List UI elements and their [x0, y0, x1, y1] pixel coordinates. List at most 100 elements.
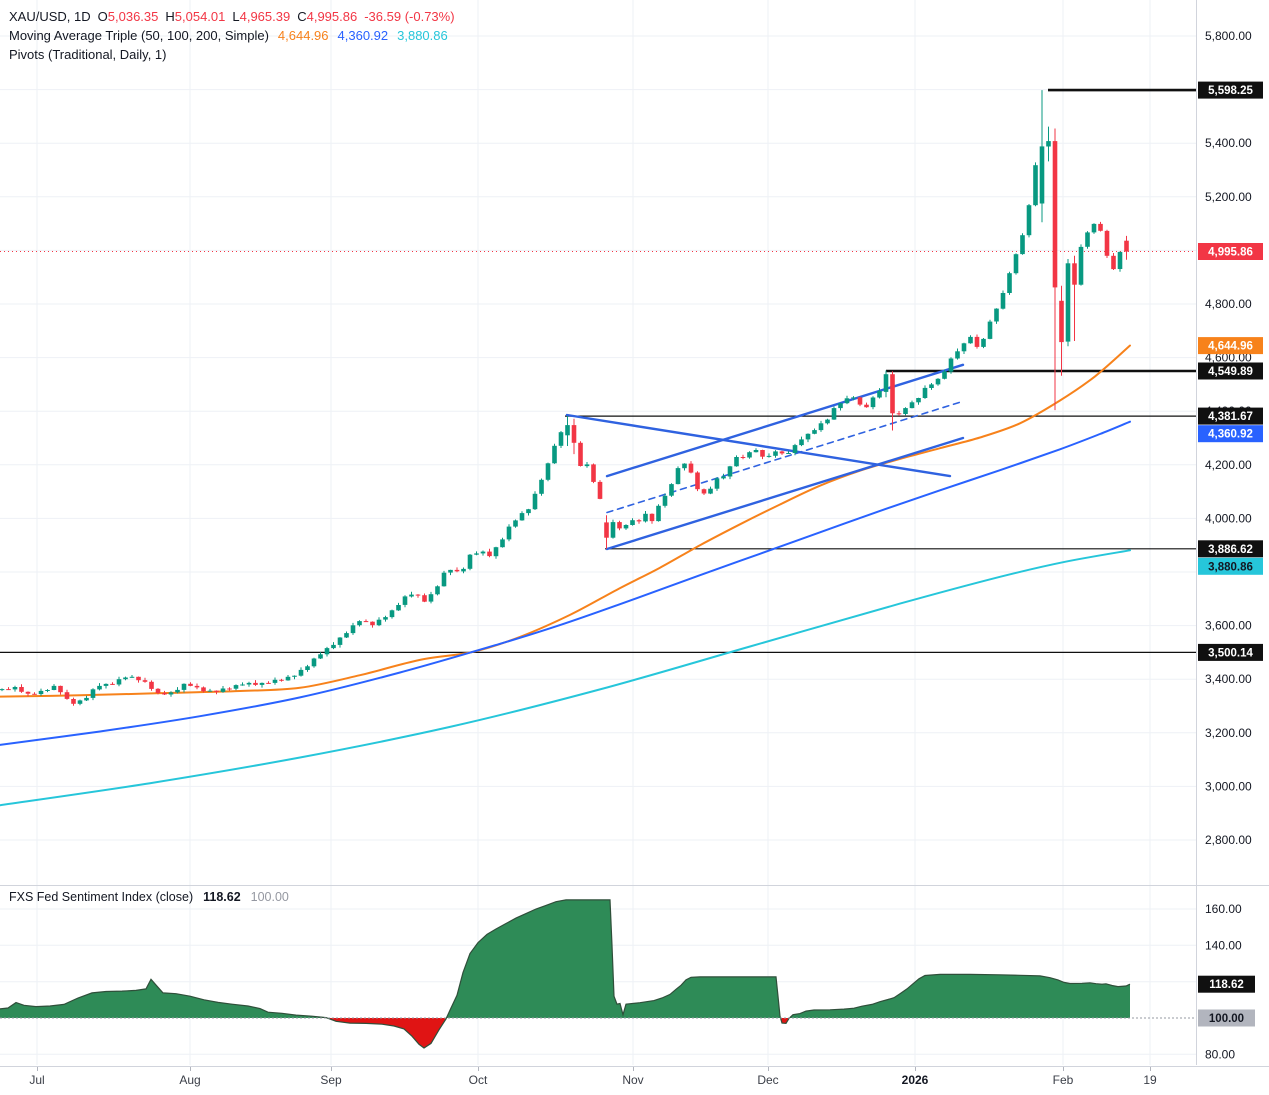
candle[interactable]	[818, 420, 824, 432]
candle[interactable]	[110, 682, 115, 685]
candle[interactable]	[298, 667, 304, 677]
candle[interactable]	[103, 683, 109, 689]
candle[interactable]	[266, 681, 271, 684]
price-axis[interactable]: 5,800.005,400.005,200.004,800.004,600.00…	[1196, 0, 1264, 886]
candle[interactable]	[883, 370, 889, 398]
candle[interactable]	[207, 688, 213, 692]
candle[interactable]	[344, 631, 349, 639]
candle[interactable]	[435, 585, 440, 596]
candle[interactable]	[506, 524, 512, 542]
candle[interactable]	[864, 402, 869, 408]
sentiment-axis[interactable]: 160.00 140.00 80.00 118.62 100.00	[1196, 886, 1256, 1065]
candle[interactable]	[285, 675, 291, 681]
candle[interactable]	[890, 371, 895, 431]
candle[interactable]	[532, 491, 538, 510]
sentiment-pane[interactable]: 160.00 140.00 80.00 118.62 100.00	[0, 886, 1269, 1065]
candle[interactable]	[350, 622, 356, 635]
candle[interactable]	[324, 646, 330, 657]
candle[interactable]	[1124, 235, 1129, 260]
candle[interactable]	[1020, 233, 1025, 255]
candle[interactable]	[428, 591, 434, 604]
ma-line-sma50[interactable]	[0, 344, 1131, 698]
candle[interactable]	[38, 688, 44, 696]
candle[interactable]	[1091, 223, 1097, 234]
candle[interactable]	[259, 682, 265, 688]
symbol-legend-row[interactable]: XAU/USD, 1D O5,036.35 H5,054.01 L4,965.39 C4…	[9, 8, 455, 26]
candle[interactable]	[994, 308, 999, 324]
candle[interactable]	[753, 448, 759, 453]
candle[interactable]	[305, 664, 310, 672]
candle[interactable]	[1026, 204, 1032, 238]
candle[interactable]	[844, 395, 850, 405]
candle[interactable]	[58, 685, 63, 695]
candle[interactable]	[227, 687, 232, 691]
candle[interactable]	[77, 699, 83, 706]
candle[interactable]	[279, 678, 284, 682]
candle[interactable]	[357, 620, 362, 627]
candle[interactable]	[376, 617, 382, 627]
candle[interactable]	[1098, 221, 1103, 232]
candle[interactable]	[1013, 253, 1019, 275]
candle[interactable]	[825, 418, 830, 425]
candle[interactable]	[955, 348, 960, 360]
candle[interactable]	[591, 463, 596, 484]
candle[interactable]	[487, 548, 492, 558]
candle[interactable]	[1046, 126, 1051, 162]
ma-line-sma200[interactable]	[0, 549, 1131, 807]
candle[interactable]	[734, 455, 739, 467]
candle[interactable]	[682, 463, 687, 471]
candle[interactable]	[415, 594, 421, 598]
candle[interactable]	[51, 684, 57, 691]
candle[interactable]	[1000, 290, 1006, 310]
candle[interactable]	[727, 465, 733, 480]
candle[interactable]	[896, 411, 902, 416]
candle[interactable]	[116, 676, 122, 687]
candle[interactable]	[701, 488, 707, 496]
candle[interactable]	[740, 454, 746, 460]
candle[interactable]	[129, 675, 135, 678]
candle[interactable]	[253, 680, 258, 686]
candle[interactable]	[318, 652, 323, 659]
candle[interactable]	[513, 519, 518, 528]
candle[interactable]	[142, 677, 148, 683]
candle[interactable]	[571, 418, 577, 455]
candle[interactable]	[1104, 229, 1110, 258]
candle[interactable]	[311, 657, 317, 668]
candle[interactable]	[467, 554, 473, 571]
candle[interactable]	[389, 609, 395, 619]
candle[interactable]	[1033, 162, 1038, 207]
candle[interactable]	[604, 515, 609, 549]
candle[interactable]	[1039, 90, 1045, 223]
candle[interactable]	[181, 683, 187, 693]
candle[interactable]	[337, 637, 343, 648]
candle[interactable]	[370, 621, 375, 628]
candle[interactable]	[526, 508, 531, 516]
candle[interactable]	[623, 524, 629, 530]
candle[interactable]	[968, 335, 973, 344]
pivots-legend-row[interactable]: Pivots (Traditional, Daily, 1)	[9, 46, 455, 64]
candle[interactable]	[981, 338, 986, 349]
candle[interactable]	[201, 686, 206, 693]
candle[interactable]	[838, 402, 843, 411]
candle[interactable]	[175, 687, 180, 694]
candle[interactable]	[45, 689, 50, 693]
candle[interactable]	[64, 689, 70, 700]
candle[interactable]	[630, 518, 635, 526]
trendline[interactable]	[565, 413, 952, 478]
candle[interactable]	[1007, 271, 1012, 295]
candle[interactable]	[402, 595, 408, 608]
candle[interactable]	[974, 334, 980, 349]
candle[interactable]	[558, 431, 564, 448]
candle[interactable]	[903, 407, 908, 416]
candle[interactable]	[662, 493, 668, 508]
candle[interactable]	[194, 683, 200, 690]
candle[interactable]	[578, 441, 583, 467]
candle[interactable]	[1111, 253, 1116, 270]
candle[interactable]	[916, 397, 921, 405]
candle[interactable]	[714, 477, 720, 491]
candle[interactable]	[851, 396, 856, 401]
candle[interactable]	[409, 591, 414, 598]
candle[interactable]	[760, 449, 765, 460]
candle[interactable]	[877, 388, 882, 399]
candle[interactable]	[799, 436, 804, 447]
